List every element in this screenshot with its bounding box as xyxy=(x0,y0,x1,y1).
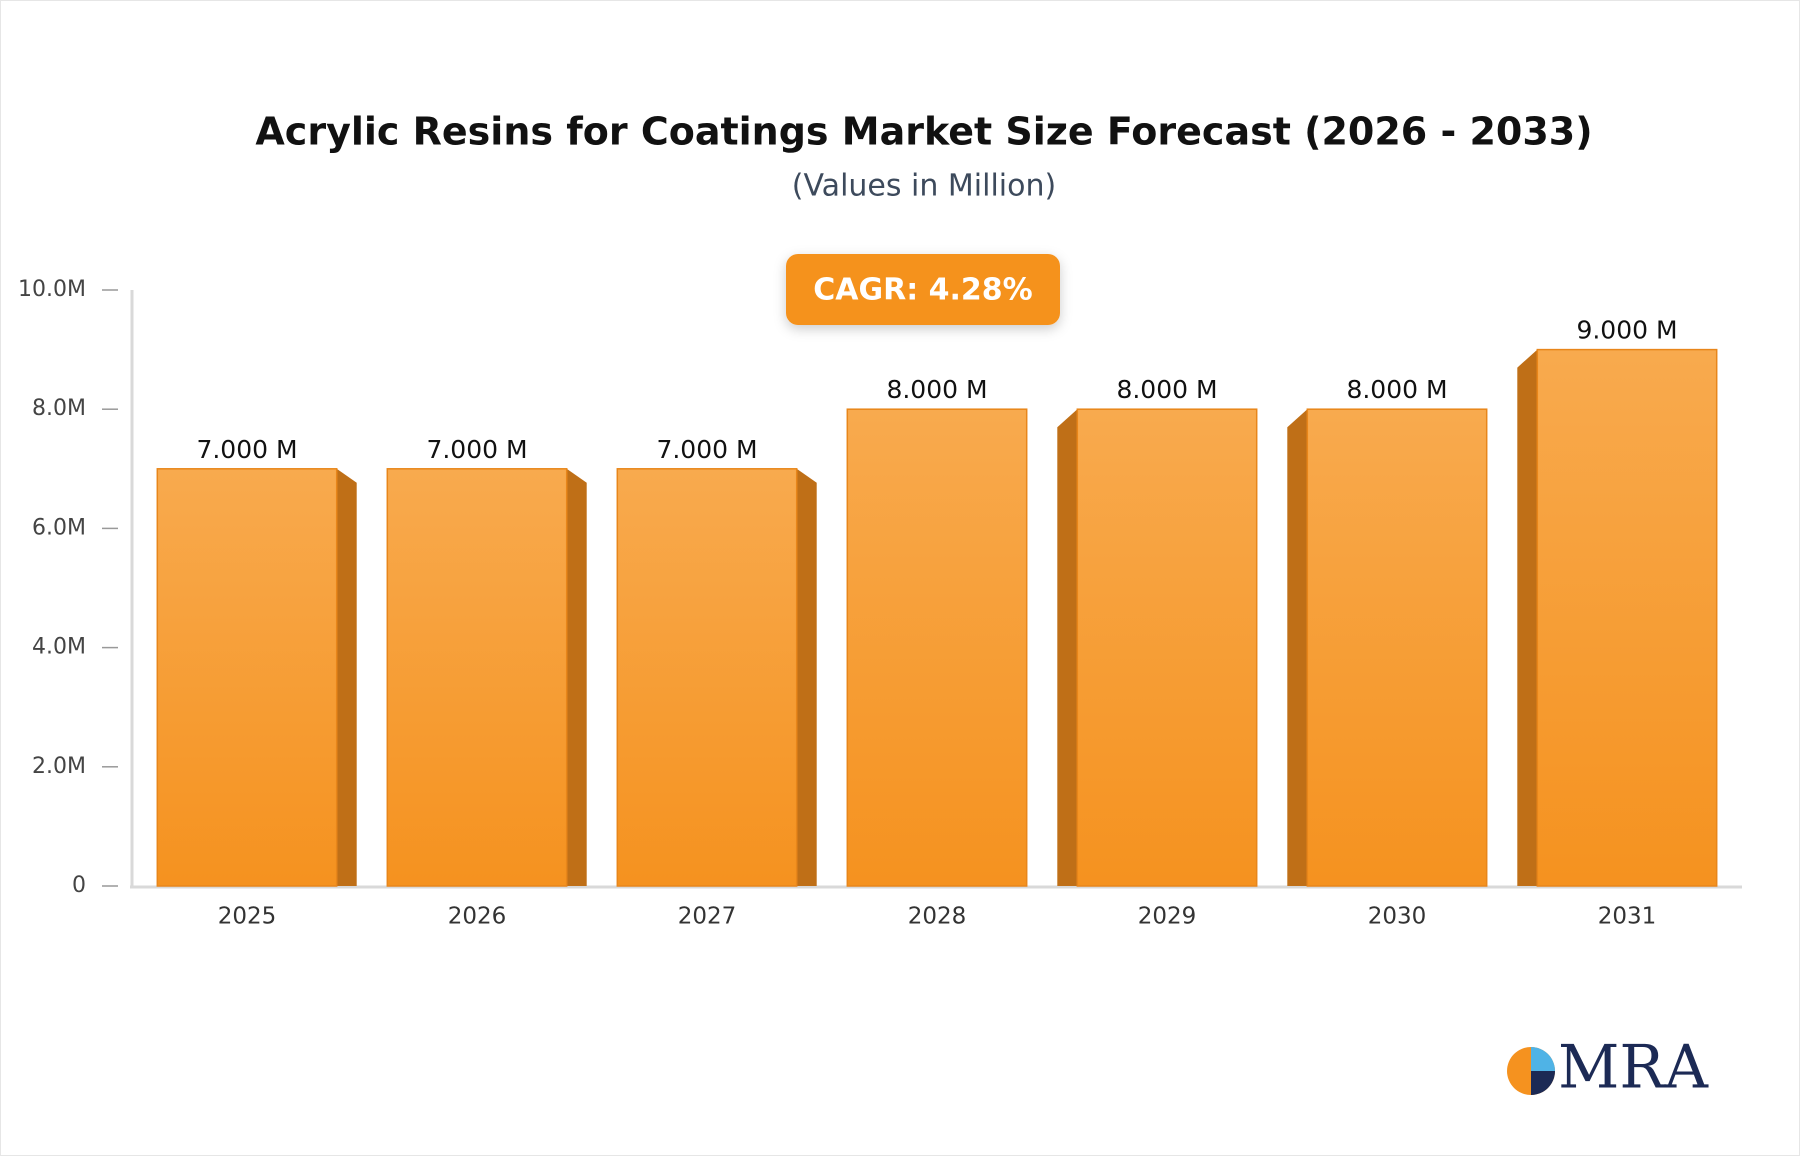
x-tick-label: 2030 xyxy=(1368,904,1427,930)
bar-side xyxy=(1517,349,1538,887)
y-tick-label: 0 xyxy=(72,873,86,898)
bar-side xyxy=(566,468,587,886)
bar xyxy=(156,468,338,887)
bar-side xyxy=(796,468,817,886)
bar xyxy=(616,468,798,887)
x-tick-label: 2028 xyxy=(908,904,967,930)
chart-title: Acrylic Resins for Coatings Market Size … xyxy=(255,110,1592,154)
bar-side xyxy=(336,468,357,886)
x-tick-label: 2026 xyxy=(448,904,507,930)
y-tick-label: 2.0M xyxy=(32,754,86,779)
bar xyxy=(1306,408,1488,887)
value-label: 7.000 M xyxy=(196,435,297,464)
bar xyxy=(846,408,1028,887)
bar xyxy=(1076,408,1258,887)
value-label: 8.000 M xyxy=(1346,375,1447,404)
y-tick-label: 4.0M xyxy=(32,635,86,660)
x-tick-label: 2031 xyxy=(1598,904,1657,930)
y-tick-label: 8.0M xyxy=(32,396,86,421)
x-tick-label: 2027 xyxy=(678,904,737,930)
value-label: 7.000 M xyxy=(426,435,527,464)
cagr-text: CAGR: 4.28% xyxy=(813,273,1032,308)
y-tick-label: 10.0M xyxy=(18,277,86,302)
logo-icon xyxy=(1531,1047,1555,1071)
bar-side xyxy=(1287,409,1308,886)
x-tick-label: 2029 xyxy=(1138,904,1197,930)
value-label: 8.000 M xyxy=(1116,375,1217,404)
logo: MRA xyxy=(1507,1033,1709,1103)
logo-text: MRA xyxy=(1558,1033,1709,1103)
chart-subtitle: (Values in Million) xyxy=(792,169,1056,204)
value-label: 8.000 M xyxy=(886,375,987,404)
cagr-badge xyxy=(786,254,1060,325)
bar xyxy=(1536,348,1718,887)
bar-side xyxy=(1057,409,1078,886)
value-label: 7.000 M xyxy=(656,435,757,464)
bar xyxy=(386,468,568,887)
value-label: 9.000 M xyxy=(1576,316,1677,345)
logo-icon xyxy=(1531,1071,1555,1095)
x-tick-label: 2025 xyxy=(218,904,277,930)
y-tick-label: 6.0M xyxy=(32,515,86,540)
